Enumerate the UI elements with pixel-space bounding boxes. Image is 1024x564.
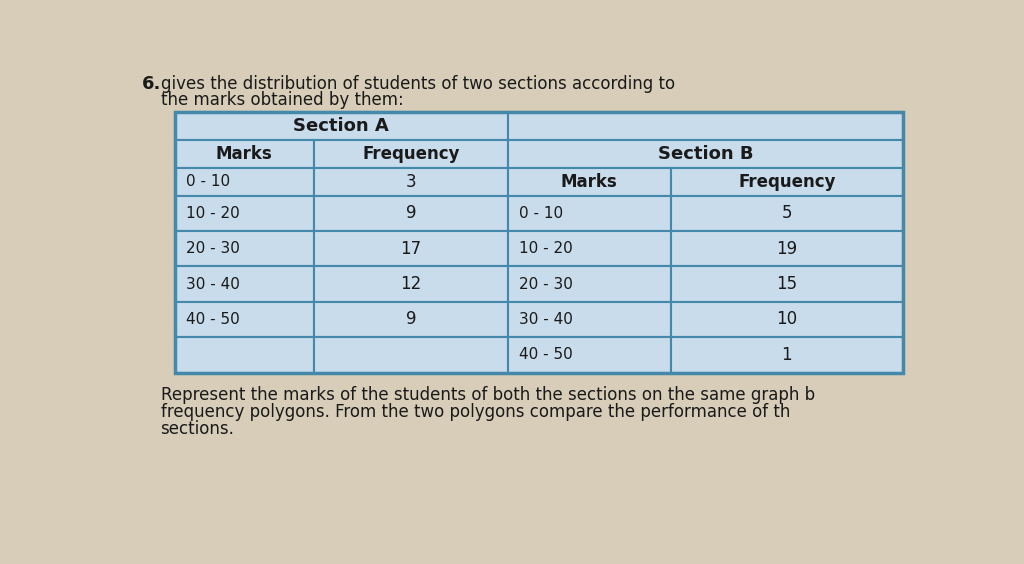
Text: frequency polygons. From the two polygons compare the performance of th: frequency polygons. From the two polygon… — [161, 403, 790, 421]
Text: 20 - 30: 20 - 30 — [519, 276, 573, 292]
Bar — [314, 266, 508, 302]
Text: 9: 9 — [406, 310, 416, 328]
Bar — [508, 168, 671, 196]
Text: gives the distribution of students of two sections according to: gives the distribution of students of tw… — [161, 76, 675, 94]
Bar — [671, 266, 903, 302]
Text: Frequency: Frequency — [738, 173, 836, 191]
Text: 3: 3 — [406, 173, 416, 191]
Text: Marks: Marks — [561, 173, 617, 191]
Bar — [508, 337, 671, 373]
Text: 30 - 40: 30 - 40 — [519, 312, 573, 327]
Bar — [174, 337, 314, 373]
Text: Section B: Section B — [657, 145, 753, 163]
Text: 10: 10 — [776, 310, 798, 328]
Bar — [174, 112, 508, 140]
Bar — [671, 302, 903, 337]
Bar — [671, 337, 903, 373]
Bar — [174, 231, 314, 266]
Bar — [314, 168, 508, 196]
Text: Represent the marks of the students of both the sections on the same graph b: Represent the marks of the students of b… — [161, 386, 815, 404]
Text: 0 - 10: 0 - 10 — [519, 206, 563, 221]
Bar — [174, 266, 314, 302]
Text: 40 - 50: 40 - 50 — [186, 312, 240, 327]
Text: 17: 17 — [400, 240, 422, 258]
Text: Section A: Section A — [293, 117, 389, 135]
Text: 9: 9 — [406, 204, 416, 222]
Bar — [508, 231, 671, 266]
Text: 5: 5 — [781, 204, 792, 222]
Bar — [314, 337, 508, 373]
Text: Frequency: Frequency — [362, 145, 460, 163]
Bar — [671, 231, 903, 266]
Bar — [174, 196, 314, 231]
Bar — [174, 168, 314, 196]
Text: 1: 1 — [781, 346, 792, 364]
Text: 10 - 20: 10 - 20 — [186, 206, 240, 221]
Text: 6.: 6. — [142, 76, 162, 94]
Bar — [314, 140, 508, 168]
Bar — [508, 196, 671, 231]
Text: 15: 15 — [776, 275, 798, 293]
Bar — [671, 196, 903, 231]
Text: Marks: Marks — [216, 145, 272, 163]
Text: sections.: sections. — [161, 420, 234, 438]
Bar — [508, 302, 671, 337]
Text: 0 - 10: 0 - 10 — [186, 174, 230, 189]
Text: 30 - 40: 30 - 40 — [186, 276, 240, 292]
Text: 19: 19 — [776, 240, 798, 258]
Text: 12: 12 — [400, 275, 422, 293]
Bar — [314, 302, 508, 337]
Bar — [671, 168, 903, 196]
Bar — [174, 112, 903, 373]
Bar — [508, 266, 671, 302]
Bar — [314, 196, 508, 231]
Bar — [174, 302, 314, 337]
Text: 40 - 50: 40 - 50 — [519, 347, 573, 363]
Bar — [314, 231, 508, 266]
Text: 20 - 30: 20 - 30 — [186, 241, 240, 256]
Bar — [508, 112, 903, 140]
Text: the marks obtained by them:: the marks obtained by them: — [161, 91, 403, 109]
Bar — [174, 140, 314, 168]
Bar — [508, 140, 903, 168]
Text: 10 - 20: 10 - 20 — [519, 241, 573, 256]
